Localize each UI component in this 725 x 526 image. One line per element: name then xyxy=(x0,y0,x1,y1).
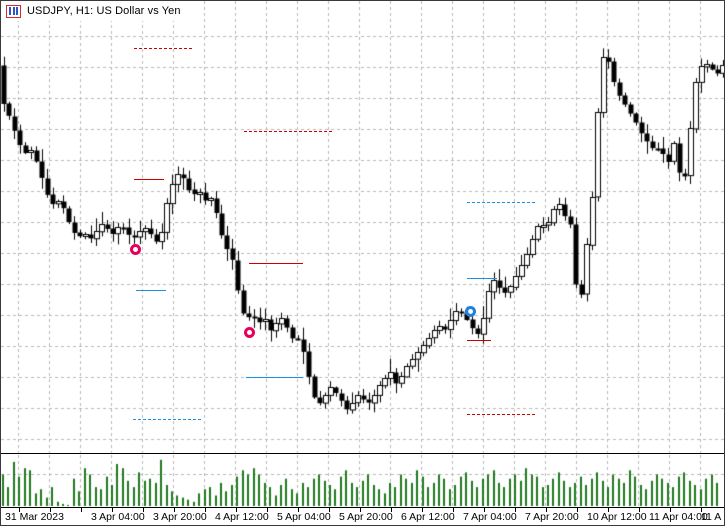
time-axis-label: 3 Apr 04:00 xyxy=(91,511,145,523)
time-axis-label: 6 Apr 12:00 xyxy=(401,511,455,523)
time-axis-label: 4 Apr 12:00 xyxy=(215,511,269,523)
time-axis-tick xyxy=(360,508,361,512)
time-axis-label: 31 Mar 2023 xyxy=(5,511,64,523)
time-axis-tick xyxy=(267,508,268,512)
time-axis-tick xyxy=(670,508,671,512)
time-axis-tick xyxy=(143,508,144,512)
time-axis-tick xyxy=(515,508,516,512)
time-axis-tick xyxy=(19,508,20,512)
time-axis-label: 5 Apr 04:00 xyxy=(277,511,331,523)
time-axis-label: 11 A xyxy=(701,511,722,523)
time-axis[interactable]: 31 Mar 2023 3 Apr 04:00 3 Apr 20:00 4 Apr 1… xyxy=(1,507,724,525)
time-axis-tick xyxy=(391,508,392,512)
time-axis-label: 10 Apr 12:00 xyxy=(587,511,647,523)
volume-panel-separator xyxy=(1,453,724,454)
time-axis-tick xyxy=(453,508,454,512)
time-axis-tick xyxy=(174,508,175,512)
volume-histogram xyxy=(1,1,724,507)
time-axis-tick xyxy=(298,508,299,512)
time-axis-tick xyxy=(329,508,330,512)
time-axis-tick xyxy=(608,508,609,512)
time-axis-tick xyxy=(484,508,485,512)
time-axis-tick xyxy=(422,508,423,512)
time-axis-tick xyxy=(701,508,702,512)
time-axis-tick xyxy=(81,508,82,512)
time-axis-tick xyxy=(205,508,206,512)
time-axis-tick xyxy=(112,508,113,512)
time-axis-label: 5 Apr 20:00 xyxy=(339,511,393,523)
time-axis-tick xyxy=(50,508,51,512)
time-axis-label: 11 Apr 04:00 xyxy=(649,511,708,523)
time-axis-tick xyxy=(546,508,547,512)
time-axis-label: 7 Apr 20:00 xyxy=(525,511,579,523)
time-axis-tick xyxy=(639,508,640,512)
time-axis-tick xyxy=(577,508,578,512)
chart-plot-area[interactable] xyxy=(1,1,724,507)
time-axis-tick xyxy=(236,508,237,512)
time-axis-label: 3 Apr 20:00 xyxy=(153,511,207,523)
time-axis-label: 7 Apr 04:00 xyxy=(463,511,517,523)
